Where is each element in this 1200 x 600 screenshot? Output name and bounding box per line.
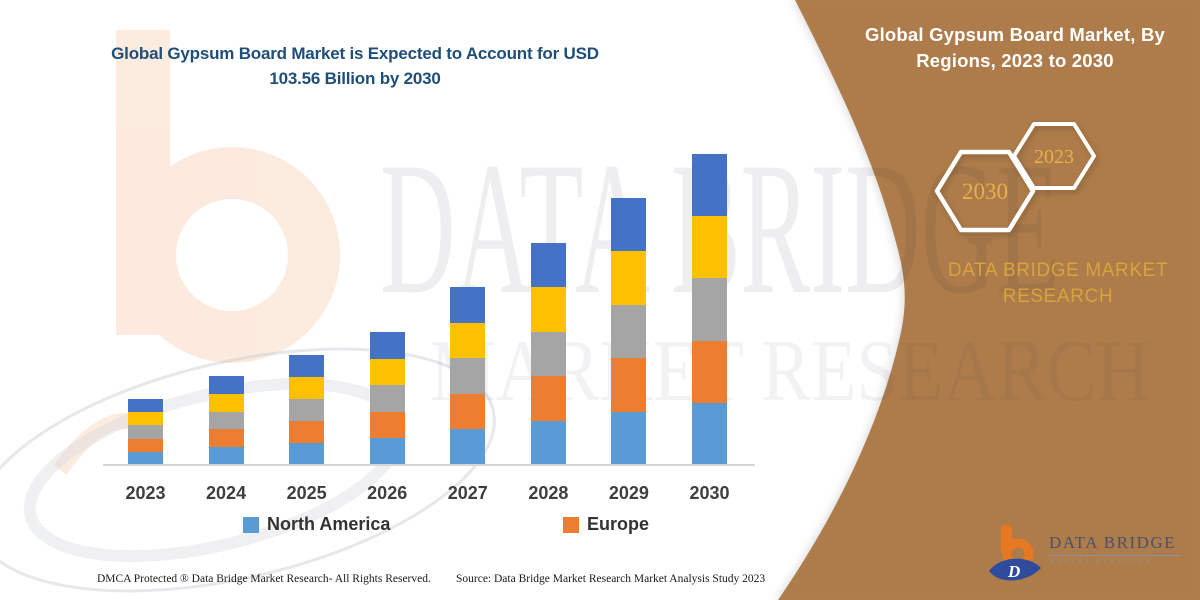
bar-2030 [691,154,727,466]
footer-copyright: DMCA Protected ® Data Bridge Market Rese… [97,573,431,585]
bar-2030-segment-Europe [691,340,727,403]
bar-2028-segment-North America [530,420,566,466]
bar-2027 [450,287,486,465]
bar-2023-segment-North America [128,451,163,466]
bar-2024-segment-unlabeled-region-yellow [208,393,244,412]
hexagon-2030-label: 2030 [962,179,1008,204]
side-panel-title: Global Gypsum Board Market, By Regions, … [864,24,1165,71]
bar-2029-segment-unlabeled-region-darkblue [611,198,647,252]
bar-2025-segment-Europe [289,421,325,443]
bar-2030-segment-unlabeled-region-yellow [691,216,727,279]
databridge-logo-icon: D [989,525,1041,581]
bar-2028-segment-Europe [530,376,566,421]
x-axis-label-2030: 2030 [689,483,730,503]
x-axis-label-2023: 2023 [125,483,166,503]
bar-2029-segment-unlabeled-region-gray [611,304,647,359]
footer-source: Source: Data Bridge Market Research Mark… [456,573,766,585]
bar-2023-segment-unlabeled-region-yellow [128,412,163,426]
legend-swatch-europe [563,516,579,533]
x-axis-label-2027: 2027 [447,483,488,503]
bar-2026-segment-North America [369,438,405,465]
bar-2024-segment-unlabeled-region-darkblue [208,376,244,394]
b-logo-watermark [53,30,340,475]
databridge-logo: D DATA BRIDGE MARKET RESEARCH [985,521,1185,591]
bar-2024-segment-North America [208,447,244,465]
hexagon-2030 [934,149,1036,233]
bar-2025-segment-unlabeled-region-gray [289,399,325,421]
bar-2025 [289,355,325,465]
bar-2026 [369,332,405,465]
x-axis-label-2029: 2029 [608,483,649,503]
bar-2026-segment-Europe [369,411,405,439]
main-title: Global Gypsum Board Market is Expected t… [111,44,599,88]
bar-2027-segment-North America [450,429,486,465]
x-axis-line [103,464,755,466]
legend-item-north-america: North America [243,514,390,535]
bar-2030-segment-unlabeled-region-gray [691,278,727,341]
bar-2028-segment-unlabeled-region-gray [530,331,566,377]
bar-2029-segment-North America [611,411,647,466]
bar-2027-segment-unlabeled-region-yellow [450,322,486,359]
bar-2028 [530,243,566,466]
bar-2025-segment-North America [289,443,325,465]
bar-2023-segment-Europe [128,438,163,452]
hexagon-2023 [1012,122,1096,190]
legend-label-europe: Europe [587,514,650,534]
bar-2023 [128,399,163,466]
bar-2026-segment-unlabeled-region-darkblue [369,332,405,359]
bar-2027-segment-Europe [450,393,486,430]
bar-2026-segment-unlabeled-region-gray [369,385,405,412]
bar-2028-segment-unlabeled-region-yellow [530,287,566,332]
hexagon-2023-label: 2023 [1034,146,1074,168]
databridge-logo-tagline: MARKET RESEARCH [1049,558,1153,565]
hexagon-badges: 2023 2030 [934,122,1096,233]
legend-swatch-north-america [243,516,259,533]
brand-text: DATA BRIDGE MARKET RESEARCH [947,260,1169,307]
bar-2029 [611,198,647,466]
bar-2029-segment-unlabeled-region-yellow [611,251,647,305]
bar-2027-segment-unlabeled-region-darkblue [450,287,486,323]
databridge-logo-name: DATA BRIDGE [1049,533,1181,556]
bar-2025-segment-unlabeled-region-yellow [289,377,325,399]
bar-2030-segment-North America [691,402,727,466]
bar-2026-segment-unlabeled-region-yellow [369,358,405,386]
x-axis-label-2024: 2024 [206,483,247,503]
bar-2024 [208,376,244,465]
bar-2030-segment-unlabeled-region-darkblue [691,154,727,217]
legend-item-europe: Europe [563,514,649,535]
bar-2029-segment-Europe [611,358,647,412]
bar-2027-segment-unlabeled-region-gray [450,358,486,394]
bar-2025-segment-unlabeled-region-darkblue [289,355,325,377]
bar-2024-segment-unlabeled-region-gray [208,411,244,430]
legend-label-north-america: North America [267,514,391,534]
x-axis-label-2026: 2026 [367,483,408,503]
bar-2023-segment-unlabeled-region-darkblue [128,399,163,413]
bar-2023-segment-unlabeled-region-gray [128,425,163,439]
bar-2024-segment-Europe [208,429,244,448]
x-axis-label-2025: 2025 [286,483,327,503]
x-axis-label-2028: 2028 [528,483,569,503]
bar-2028-segment-unlabeled-region-darkblue [530,243,566,288]
svg-text:D: D [1007,562,1020,581]
